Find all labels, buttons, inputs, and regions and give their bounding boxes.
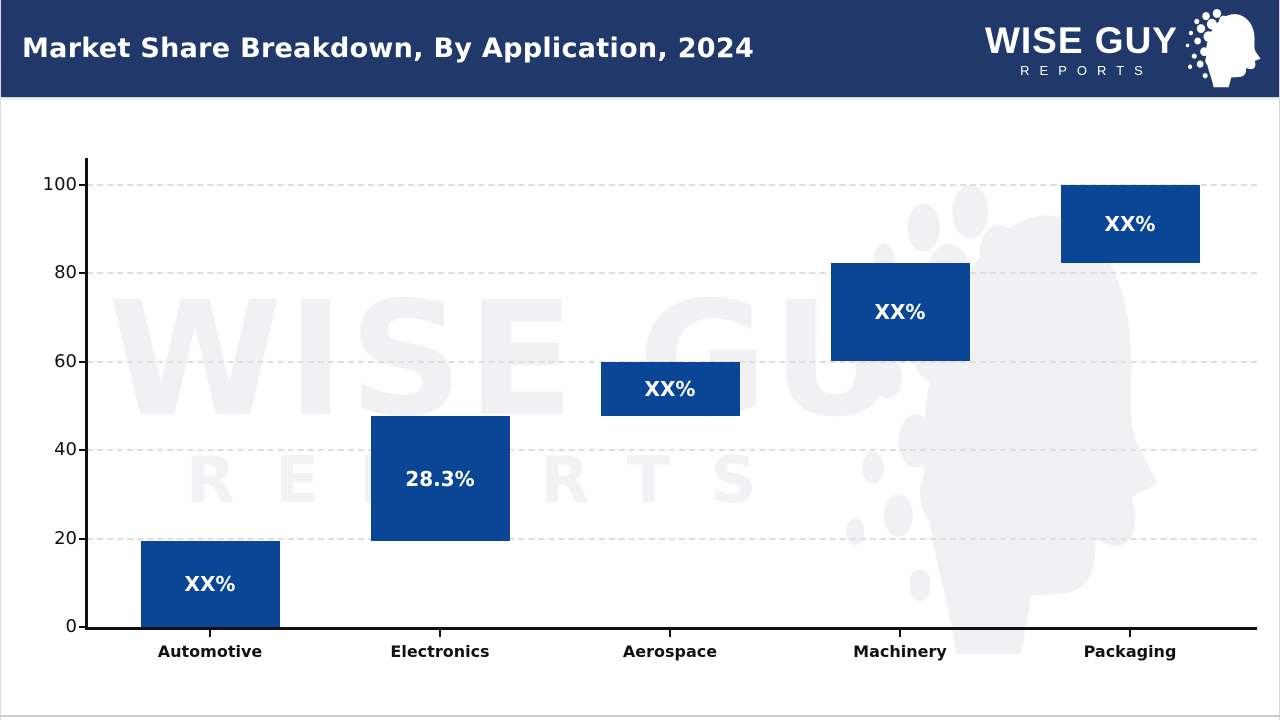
bar-electronics: 28.3% bbox=[370, 415, 510, 542]
bar-packaging: XX% bbox=[1060, 184, 1200, 263]
y-tick-60 bbox=[79, 360, 87, 363]
y-tick-40 bbox=[79, 449, 87, 451]
brand-head-icon bbox=[1185, 9, 1261, 88]
brand-logo: WISE GUY REPORTS bbox=[985, 6, 1264, 92]
y-tick-80 bbox=[79, 272, 87, 274]
y-tick-label-0: 0 bbox=[65, 616, 77, 637]
gridline-20 bbox=[87, 537, 1257, 540]
category-label-automotive: Automotive bbox=[157, 642, 263, 661]
bar-automotive: XX% bbox=[140, 541, 280, 627]
x-tick-electronics bbox=[439, 629, 441, 637]
category-label-machinery: Machinery bbox=[853, 642, 947, 661]
bar-value-label: XX% bbox=[644, 376, 696, 401]
y-tick-0 bbox=[79, 626, 87, 628]
bar-value-label: XX% bbox=[1104, 211, 1156, 236]
header-bar: Market Share Breakdown, By Application, … bbox=[0, 0, 1280, 97]
x-tick-automotive bbox=[209, 629, 211, 637]
x-axis bbox=[85, 627, 1257, 630]
y-tick-label-100: 100 bbox=[42, 173, 77, 195]
y-tick-20 bbox=[79, 537, 87, 540]
y-tick-label-40: 40 bbox=[54, 439, 77, 460]
y-tick-100 bbox=[79, 183, 87, 186]
category-label-electronics: Electronics bbox=[390, 642, 490, 661]
x-tick-aerospace bbox=[669, 629, 671, 637]
brand-subtitle: REPORTS bbox=[1020, 63, 1153, 78]
y-axis bbox=[85, 158, 88, 630]
y-tick-label-60: 60 bbox=[54, 350, 77, 372]
gridline-40 bbox=[87, 449, 1257, 451]
brand-wordmark: WISE GUY REPORTS bbox=[985, 20, 1178, 78]
category-label-packaging: Packaging bbox=[1083, 642, 1177, 661]
y-tick-label-80: 80 bbox=[54, 262, 77, 283]
brand-name: WISE GUY bbox=[984, 20, 1178, 61]
bar-value-label: XX% bbox=[874, 300, 926, 325]
bar-machinery: XX% bbox=[830, 262, 970, 362]
bar-value-label: XX% bbox=[184, 572, 236, 597]
y-tick-label-20: 20 bbox=[54, 527, 77, 549]
gridline-80 bbox=[87, 272, 1257, 274]
bar-aerospace: XX% bbox=[600, 361, 740, 416]
waterfall-chart: 0 20 40 60 80 100 XX% 28.3% XX% XX% XX% Automotive E… bbox=[0, 96, 1280, 720]
bar-value-label: 28.3% bbox=[405, 466, 475, 491]
category-label-aerospace: Aerospace bbox=[622, 642, 718, 661]
x-tick-packaging bbox=[1129, 629, 1131, 637]
bottom-divider bbox=[0, 715, 1280, 717]
gridline-100 bbox=[87, 183, 1257, 186]
chart-title: Market Share Breakdown, By Application, … bbox=[22, 33, 755, 64]
x-tick-machinery bbox=[899, 629, 901, 637]
